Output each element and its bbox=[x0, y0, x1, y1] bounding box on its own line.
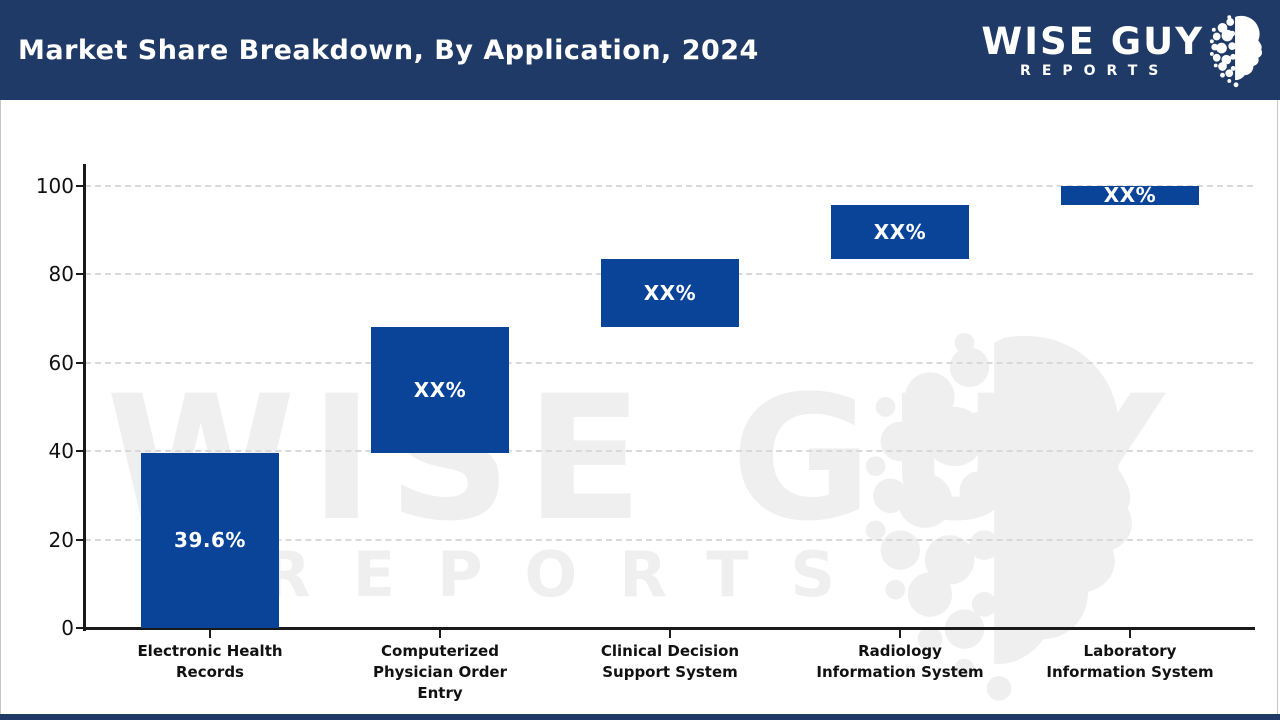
logo-head-icon bbox=[1208, 12, 1266, 90]
y-axis-tick-label: 20 bbox=[48, 527, 74, 552]
y-gridline bbox=[85, 361, 1253, 364]
x-axis-tick bbox=[439, 630, 441, 638]
bar-value-label: XX% bbox=[643, 281, 697, 306]
y-axis-tick bbox=[76, 361, 84, 364]
x-category-label: Electronic Health Records bbox=[137, 642, 283, 681]
y-axis-tick-label: 80 bbox=[48, 262, 74, 287]
x-axis-tick bbox=[209, 630, 211, 638]
y-gridline bbox=[85, 450, 1253, 453]
footer-bar bbox=[0, 714, 1280, 720]
bar-value-label: 39.6% bbox=[174, 528, 246, 553]
bar-value-label: XX% bbox=[873, 219, 927, 244]
y-axis-tick-label: 40 bbox=[48, 439, 74, 464]
logo-wordmark: WISE GUY bbox=[981, 20, 1204, 63]
x-axis-tick bbox=[669, 630, 671, 638]
y-axis-tick bbox=[76, 627, 84, 629]
x-category-label: Laboratory Information System bbox=[1046, 642, 1214, 681]
x-category-label: Radiology Information System bbox=[816, 642, 984, 681]
x-axis-tick bbox=[899, 630, 901, 638]
y-axis-line bbox=[83, 164, 86, 631]
y-gridline bbox=[85, 185, 1253, 187]
y-gridline bbox=[85, 538, 1253, 541]
y-axis-tick-label: 0 bbox=[61, 616, 74, 640]
bar: XX% bbox=[371, 327, 509, 453]
bar: XX% bbox=[601, 258, 739, 328]
y-axis-tick bbox=[76, 450, 84, 453]
logo-subtitle: REPORTS bbox=[1020, 63, 1170, 79]
y-axis-tick bbox=[76, 538, 84, 541]
y-axis-tick bbox=[76, 185, 84, 187]
logo-text: WISE GUY REPORTS bbox=[981, 22, 1204, 80]
bar-value-label: XX% bbox=[1103, 183, 1157, 208]
bar: XX% bbox=[831, 204, 969, 259]
x-category-label: Computerized Physician Order Entry bbox=[372, 642, 508, 702]
x-axis-line bbox=[83, 627, 1255, 630]
header-bar: Market Share Breakdown, By Application, … bbox=[0, 0, 1280, 100]
page-title: Market Share Breakdown, By Application, … bbox=[18, 34, 759, 66]
bar-value-label: XX% bbox=[413, 378, 467, 403]
y-axis-tick-label: 60 bbox=[48, 350, 74, 375]
bar: XX% bbox=[1061, 183, 1199, 208]
y-axis-tick-label: 100 bbox=[35, 174, 74, 198]
y-axis-tick bbox=[76, 273, 84, 276]
wise-guy-logo: WISE GUY REPORTS bbox=[981, 8, 1266, 94]
x-axis-tick bbox=[1129, 630, 1131, 638]
bar: 39.6% bbox=[141, 452, 279, 628]
x-category-label: Clinical Decision Support System bbox=[600, 642, 740, 681]
